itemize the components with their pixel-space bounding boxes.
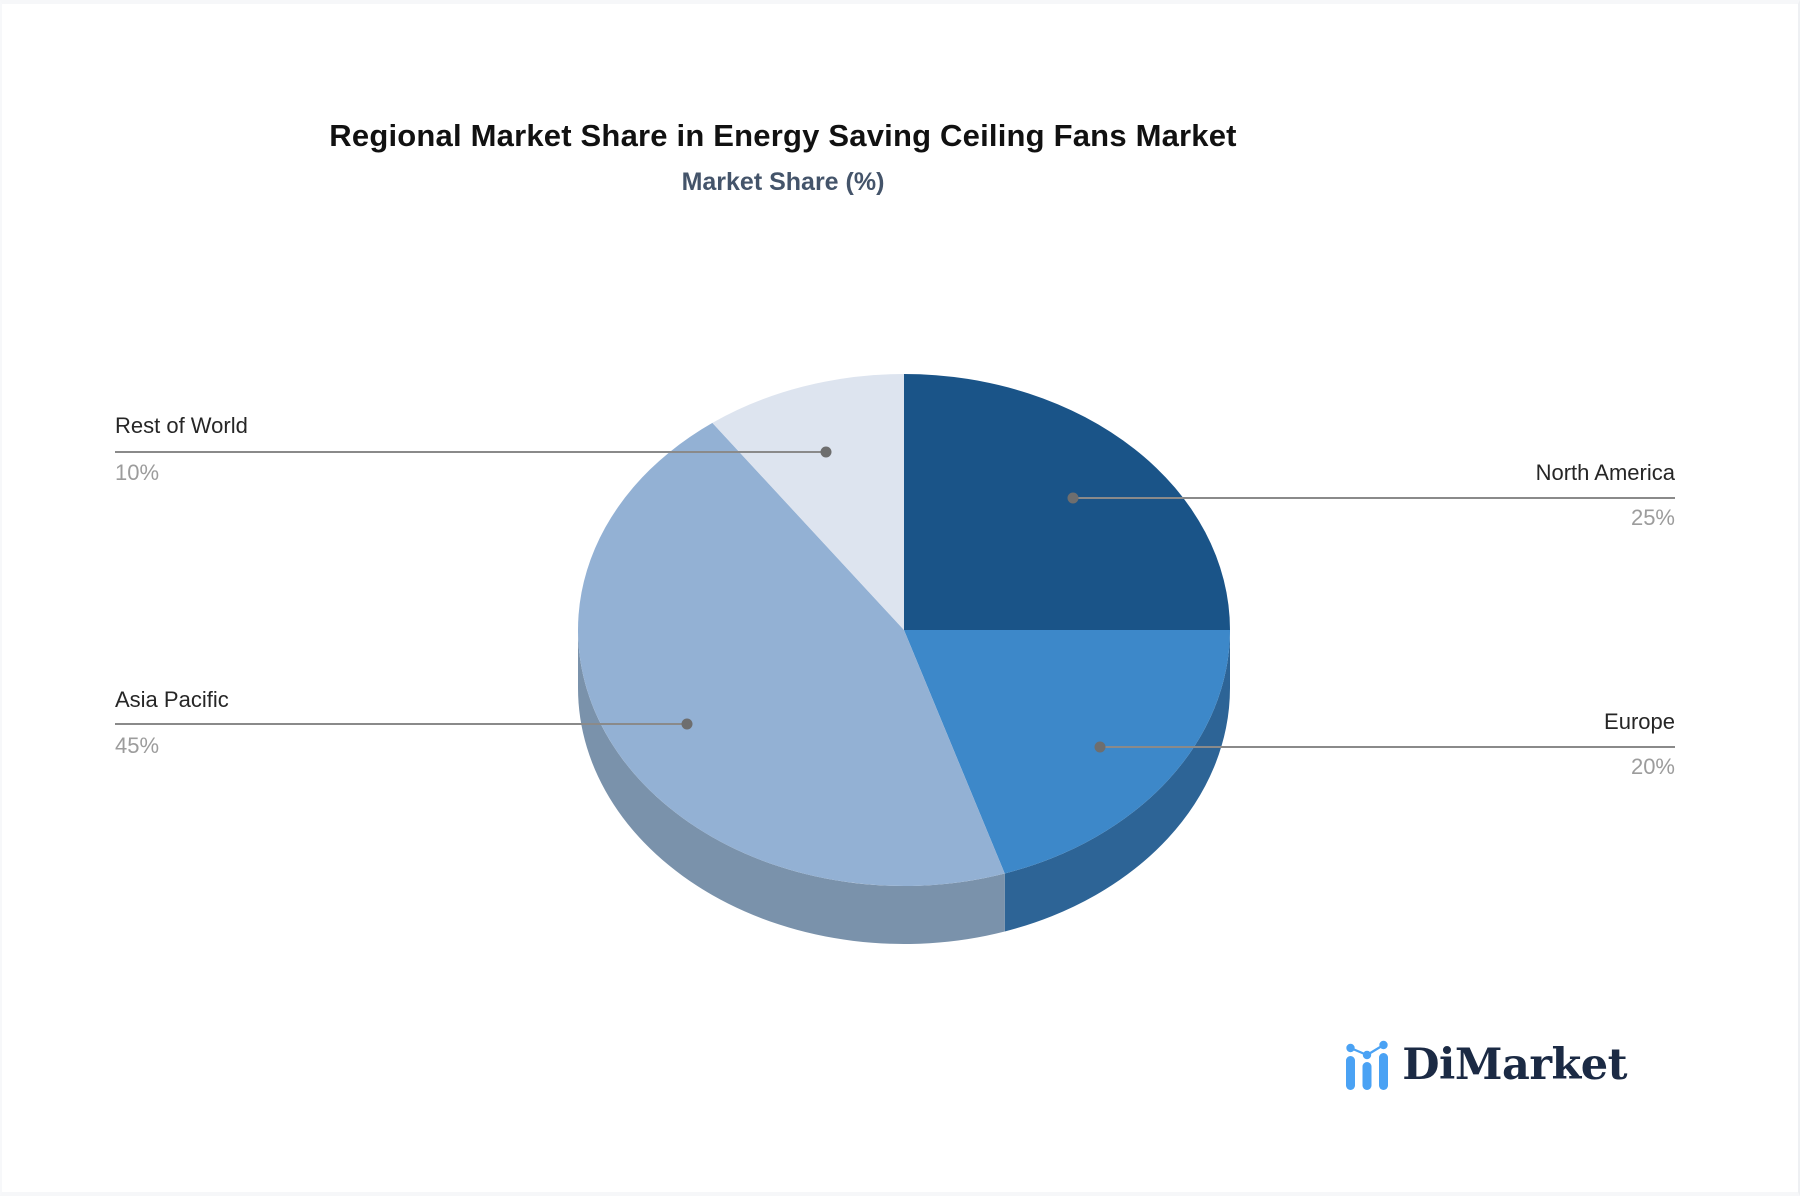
pie-slice-asia-pacific — [578, 422, 1005, 886]
leader-dot-asia-pacific — [681, 718, 693, 730]
slice-label-europe: Europe — [1604, 709, 1675, 734]
leader-dot-north-america — [1067, 492, 1079, 504]
pie-slice-side-asia-pacific — [578, 630, 1005, 944]
bar-line-chart-icon — [1346, 1040, 1389, 1090]
slice-value-asia-pacific: 45% — [115, 733, 160, 758]
pie-slice-rest-of-world — [712, 374, 904, 630]
slice-value-europe: 20% — [1630, 754, 1675, 779]
leader-dot-europe — [1094, 741, 1106, 753]
pie-slice-north-america — [904, 374, 1230, 630]
slice-value-rest-of-world: 10% — [115, 460, 160, 485]
leader-dot-rest-of-world — [820, 446, 832, 458]
slice-label-rest-of-world: Rest of World — [115, 413, 248, 438]
chart-subtitle: Market Share (%) — [681, 168, 885, 196]
pie-slice-europe — [904, 630, 1230, 874]
slice-label-north-america: North America — [1535, 460, 1675, 485]
chart-title: Regional Market Share in Energy Saving C… — [329, 118, 1237, 153]
pie-slice-side-europe — [1004, 630, 1230, 932]
brand-name: DiMarket — [1402, 1040, 1627, 1090]
slice-label-asia-pacific: Asia Pacific — [115, 687, 229, 712]
brand-logo: DiMarket — [1344, 1040, 1627, 1090]
slice-value-north-america: 25% — [1630, 505, 1675, 530]
